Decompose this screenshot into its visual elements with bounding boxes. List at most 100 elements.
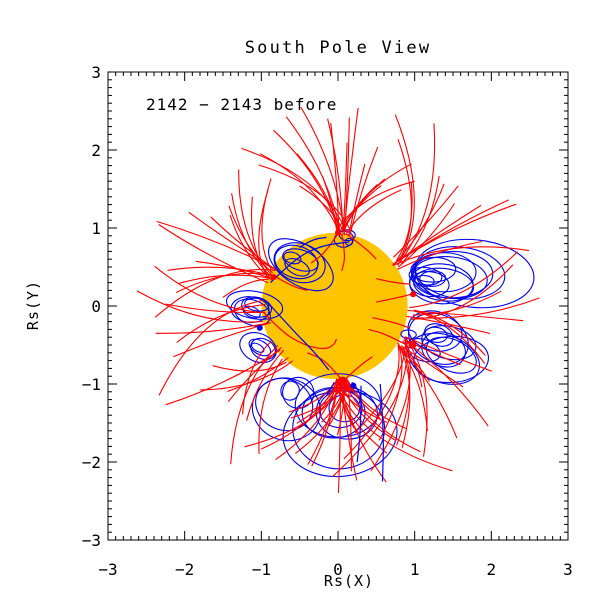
open-field-line: [399, 346, 431, 382]
closed-field-loop: [425, 336, 477, 374]
open-field-line: [258, 358, 283, 454]
field-line-segment: [267, 301, 330, 371]
open-field-line: [413, 310, 486, 364]
field-line-segment: [379, 383, 384, 482]
open-field-line: [336, 381, 388, 423]
y-tick-label: −3: [82, 531, 101, 550]
open-field-line: [411, 264, 514, 320]
open-field-line: [397, 240, 482, 270]
footpoint-blobs-group: [256, 229, 417, 392]
sun-disk: [261, 232, 408, 380]
open-field-line: [396, 204, 482, 263]
open-field-line: [343, 178, 386, 232]
open-field-line: [167, 266, 269, 276]
footpoint-blob: [337, 376, 348, 387]
field-line-segment: [341, 234, 346, 272]
open-field-line: [331, 336, 408, 478]
x-tick-label: −1: [252, 560, 271, 579]
open-field-line: [258, 164, 351, 230]
open-field-line: [136, 290, 263, 323]
field-line-segment: [376, 278, 411, 285]
open-field-line: [176, 303, 266, 343]
open-field-lines-group: [136, 106, 540, 494]
open-field-line: [222, 278, 269, 298]
field-line-segment: [372, 317, 410, 329]
open-field-line: [165, 349, 281, 406]
open-field-line: [343, 345, 400, 460]
open-field-line: [394, 114, 415, 266]
field-line-segment: [345, 233, 377, 260]
open-field-line: [412, 290, 502, 316]
closed-field-loop: [333, 230, 354, 248]
open-field-line: [378, 343, 403, 441]
open-field-line: [413, 309, 486, 356]
open-field-line: [311, 380, 340, 467]
field-line-segment: [343, 356, 373, 381]
field-lines-layer: [136, 106, 540, 494]
field-line-segment: [356, 385, 362, 463]
open-field-line: [407, 309, 524, 322]
field-line-segment: [307, 352, 343, 381]
closed-field-loop: [282, 376, 315, 409]
field-line-segment: [376, 293, 411, 303]
closed-field-loop: [408, 266, 443, 286]
open-field-line: [396, 123, 436, 266]
x-tick-label: −3: [98, 560, 117, 579]
y-tick-label: −1: [82, 375, 101, 394]
y-tick-label: 3: [91, 63, 101, 82]
open-field-line: [273, 129, 341, 236]
closed-field-loop: [282, 390, 398, 478]
open-field-line: [349, 146, 379, 236]
field-line-segment: [263, 311, 338, 350]
closed-field-loop: [241, 296, 273, 318]
y-tick-label: 2: [91, 141, 101, 160]
y-tick-label: −2: [82, 453, 101, 472]
open-field-line: [155, 322, 268, 334]
field-line-segment: [368, 328, 408, 346]
field-line-segment: [299, 236, 327, 248]
open-field-line: [330, 122, 340, 233]
open-field-line: [400, 345, 464, 388]
open-field-line: [165, 303, 266, 314]
footpoint-blob: [256, 324, 263, 331]
open-field-line: [259, 153, 340, 232]
open-field-line: [397, 342, 411, 449]
open-field-line: [261, 378, 339, 450]
open-field-line: [156, 220, 273, 268]
open-field-line: [299, 185, 344, 232]
open-field-line: [397, 344, 428, 432]
tick-labels-group: −3 −2 −1 0 1 2 3 −3 −2 −1 0 1 2 3: [82, 63, 573, 579]
y-tick-label: 1: [91, 219, 101, 238]
open-field-line: [409, 251, 518, 309]
open-field-line: [392, 199, 509, 265]
open-field-line: [296, 153, 340, 231]
open-field-line: [342, 142, 348, 233]
open-field-line: [241, 147, 348, 234]
open-field-line: [238, 169, 274, 277]
open-field-line: [397, 203, 455, 268]
x-tick-label: 3: [563, 560, 573, 579]
open-field-line: [404, 336, 492, 372]
open-field-line: [335, 383, 453, 472]
open-field-line: [245, 349, 285, 421]
open-field-line: [158, 299, 264, 396]
closed-field-loop: [268, 238, 334, 292]
open-field-line: [178, 274, 272, 284]
open-field-line: [258, 190, 269, 278]
closed-field-loop: [414, 238, 535, 309]
footpoint-blob: [408, 341, 417, 349]
open-field-line: [400, 175, 440, 265]
field-line-segment: [310, 233, 339, 264]
closed-field-loop: [294, 373, 382, 438]
y-axis-label: Rs(Y): [24, 280, 42, 330]
open-field-line: [397, 139, 412, 262]
open-field-line: [335, 383, 388, 454]
open-field-line: [344, 117, 350, 230]
open-field-line: [195, 260, 270, 279]
field-line-segment: [274, 275, 308, 291]
closed-field-loop: [225, 290, 284, 320]
open-field-line: [307, 380, 339, 465]
open-field-line: [343, 185, 382, 230]
open-field-line: [154, 265, 266, 314]
footpoint-blob: [410, 291, 417, 298]
